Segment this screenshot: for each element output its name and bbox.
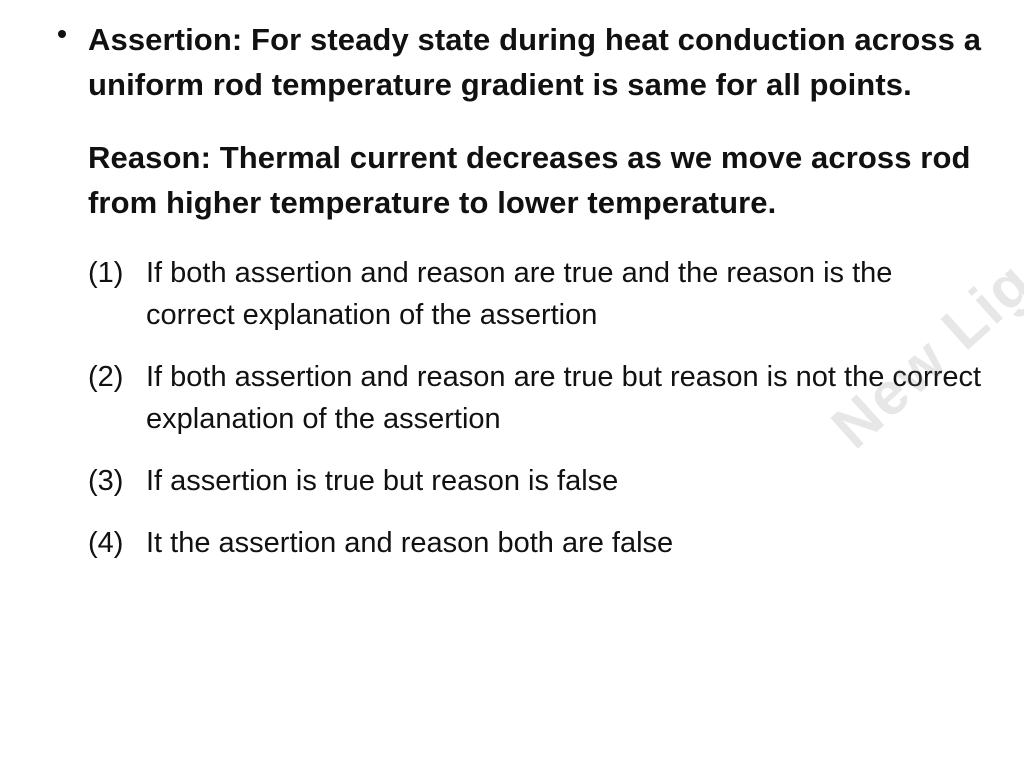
option-number: (3) bbox=[88, 460, 146, 502]
assertion-line: Assertion: For steady state during heat … bbox=[88, 18, 984, 108]
option-3[interactable]: (3) If assertion is true but reason is f… bbox=[88, 460, 984, 502]
reason-line: Reason: Thermal current decreases as we … bbox=[88, 136, 984, 226]
option-number: (2) bbox=[88, 356, 146, 398]
bullet-icon bbox=[58, 30, 66, 38]
option-1[interactable]: (1) If both assertion and reason are tru… bbox=[88, 252, 984, 336]
option-number: (1) bbox=[88, 252, 146, 294]
option-text: It the assertion and reason both are fal… bbox=[146, 522, 984, 564]
assertion-label: Assertion: bbox=[88, 22, 242, 57]
reason-label: Reason: bbox=[88, 140, 211, 175]
option-text: If both assertion and reason are true bu… bbox=[146, 356, 984, 440]
option-text: If assertion is true but reason is false bbox=[146, 460, 984, 502]
option-2[interactable]: (2) If both assertion and reason are tru… bbox=[88, 356, 984, 440]
question-page: Assertion: For steady state during heat … bbox=[0, 0, 1024, 780]
option-4[interactable]: (4) It the assertion and reason both are… bbox=[88, 522, 984, 564]
question-block: Assertion: For steady state during heat … bbox=[28, 18, 984, 226]
reason-text: Thermal current decreases as we move acr… bbox=[88, 140, 971, 220]
option-text: If both assertion and reason are true an… bbox=[146, 252, 984, 336]
option-number: (4) bbox=[88, 522, 146, 564]
options-list: (1) If both assertion and reason are tru… bbox=[28, 252, 984, 564]
